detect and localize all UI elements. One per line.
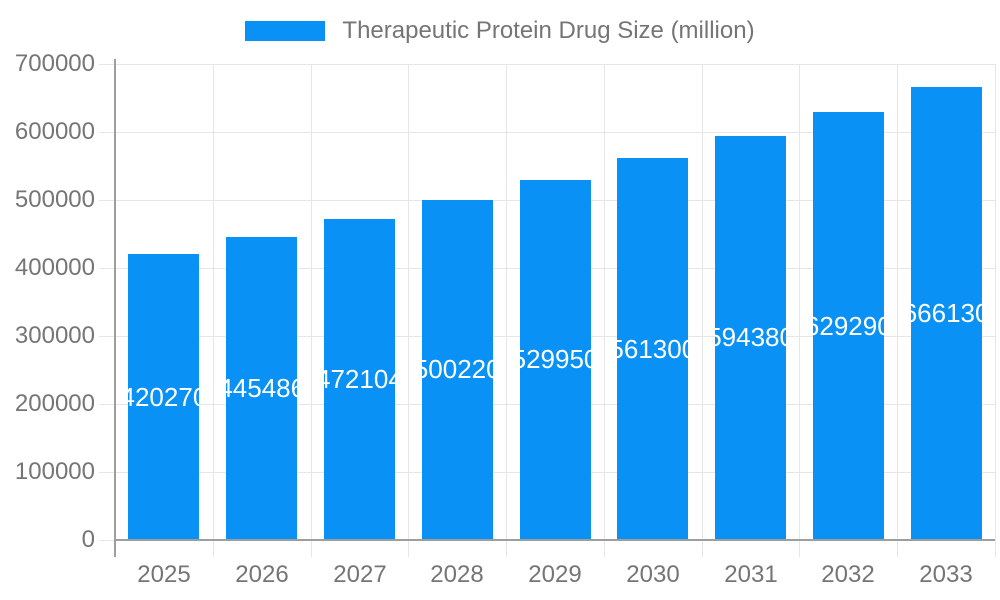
y-axis-tick [99,540,115,541]
x-gridline [995,64,996,557]
bar-value-label: 666130 [911,298,982,328]
x-axis-label-2033: 2033 [919,561,973,588]
x-axis-label-2032: 2032 [821,561,875,588]
bar-value-label: 420270 [128,381,199,412]
bar-2030[interactable]: 561300 [617,158,689,540]
x-axis-label-2025: 2025 [137,561,191,588]
bar-2028[interactable]: 500220 [421,199,493,540]
bar-2025[interactable]: 420270 [128,254,200,540]
legend-swatch-icon [245,21,326,41]
y-axis-label-0: 0 [81,526,95,553]
x-axis-label-2026: 2026 [235,561,289,588]
bar-2027[interactable]: 472104 [323,219,395,540]
y-axis-label-200000: 200000 [14,390,95,417]
bar-value-label: 594380 [715,322,786,353]
bar-value-label: 529950 [520,344,591,375]
bar-value-label: 629290 [813,310,884,341]
x-axis-label-2031: 2031 [724,561,778,588]
x-gridline [506,64,507,557]
bar-2033[interactable]: 666130 [910,87,982,540]
bar-value-label: 472104 [324,364,395,394]
bar-value-label: 445486 [226,373,297,404]
y-axis-label-400000: 400000 [14,254,95,281]
x-gridline [702,64,703,557]
bar-value-label: 561300 [617,333,688,364]
x-gridline [408,64,409,557]
x-gridline [897,64,898,557]
y-gridline [99,64,995,65]
x-axis-label-2029: 2029 [528,561,582,588]
y-axis-label-500000: 500000 [14,186,95,213]
y-axis-label-700000: 700000 [14,50,95,77]
legend-label: Therapeutic Protein Drug Size (million) [342,17,755,44]
bar-2026[interactable]: 445486 [226,237,298,540]
y-axis-line [114,59,116,557]
chart-legend[interactable]: Therapeutic Protein Drug Size (million) [0,17,1000,44]
x-axis-baseline [114,539,995,541]
y-axis-label-300000: 300000 [14,322,95,349]
x-gridline [213,64,214,557]
y-axis-label-100000: 100000 [14,458,95,485]
x-gridline [311,64,312,557]
y-axis-label-600000: 600000 [14,118,95,145]
bar-2029[interactable]: 529950 [519,179,591,540]
x-axis-label-2030: 2030 [626,561,680,588]
bar-value-label: 500220 [422,354,493,385]
bar-2032[interactable]: 629290 [812,112,884,540]
y-gridline [99,132,995,133]
x-gridline [799,64,800,557]
x-gridline [604,64,605,557]
x-axis-label-2028: 2028 [430,561,484,588]
x-axis-label-2027: 2027 [333,561,387,588]
bar-2031[interactable]: 594380 [715,135,787,540]
